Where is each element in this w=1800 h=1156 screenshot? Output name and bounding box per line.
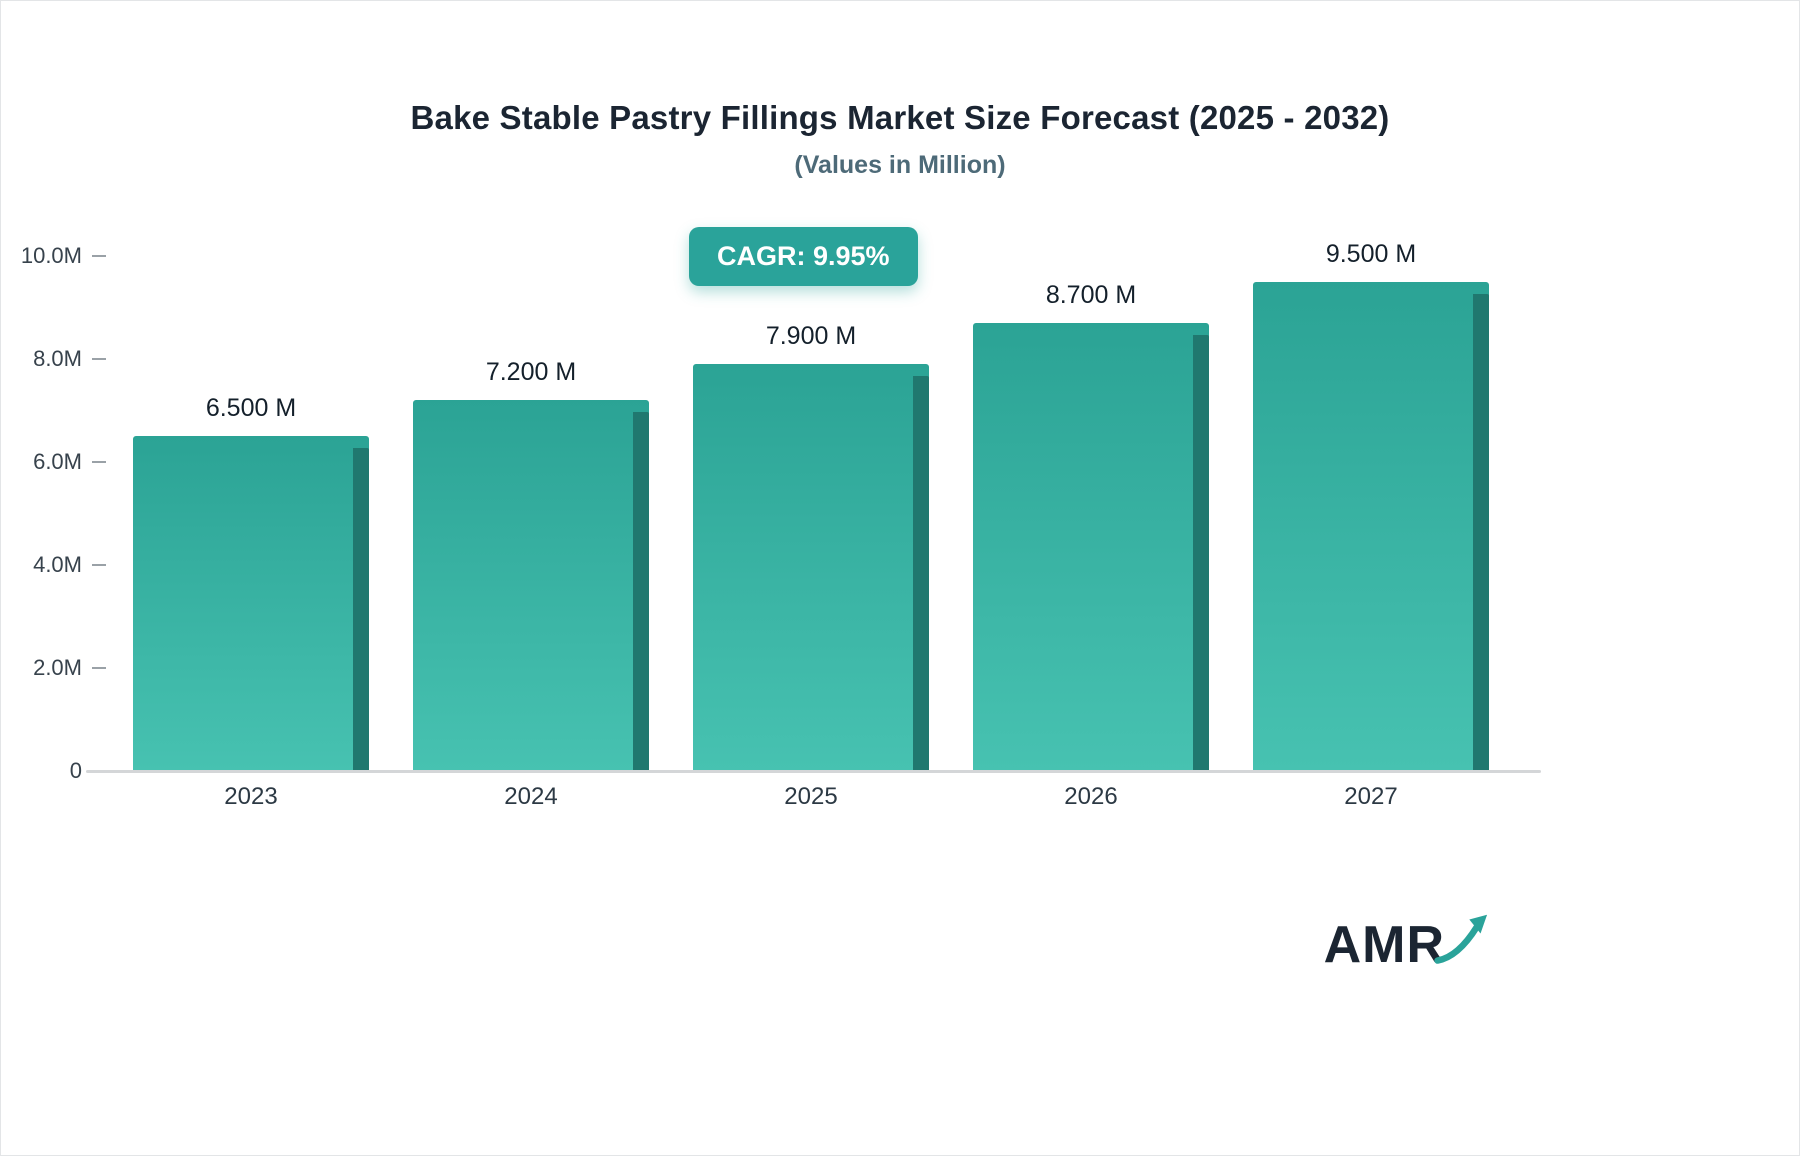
x-axis-label: 2025 <box>784 783 838 810</box>
y-axis-tick-label: 10.0M <box>20 243 82 268</box>
bar-slot: 7.900 M <box>671 256 951 771</box>
x-axis-label: 2026 <box>1064 783 1118 810</box>
x-axis-label: 2024 <box>504 783 558 810</box>
bar-slot: 6.500 M <box>111 256 391 771</box>
y-axis-tick: 6.0M <box>33 449 106 475</box>
brand-logo-text: AMR <box>1323 916 1445 974</box>
chart-subtitle: (Values in Million) <box>794 151 1006 179</box>
y-axis-tick-mark <box>92 461 106 463</box>
bar-slot: 7.200 M <box>391 256 671 771</box>
y-axis-tick-mark <box>92 358 106 360</box>
bar-2025: 7.900 M <box>693 322 929 771</box>
bar-2027: 9.500 M <box>1253 240 1489 772</box>
y-axis-tick: 4.0M <box>33 552 106 578</box>
bar-value-label: 6.500 M <box>205 394 297 423</box>
x-axis-labels: 2023 2024 2025 2026 2027 <box>111 783 1511 811</box>
y-axis-tick-label: 6.0M <box>33 449 82 474</box>
bar-slot: 9.500 M <box>1231 240 1511 772</box>
bar-value-label: 7.900 M <box>765 322 857 351</box>
x-axis-label: 2027 <box>1344 783 1398 810</box>
y-axis-tick: 2.0M <box>33 655 106 681</box>
y-axis-tick-label: 4.0M <box>33 552 82 577</box>
trend-up-arrow-icon <box>1431 912 1489 973</box>
bar-2023: 6.500 M <box>133 394 369 771</box>
chart-title: Bake Stable Pastry Fillings Market Size … <box>410 99 1390 136</box>
brand-logo: AMR <box>1323 912 1489 975</box>
y-axis-tick-label: 0 <box>69 758 82 783</box>
bars-row: 6.500 M 7.200 M 7.900 M 8.700 M 9.500 M <box>111 240 1511 772</box>
cagr-badge: CAGR: 9.95% <box>689 227 918 286</box>
bar-slot: 8.700 M <box>951 256 1231 772</box>
y-axis-tick: 8.0M <box>33 346 106 372</box>
y-axis-tick: 10.0M <box>21 243 106 269</box>
y-axis-tick-label: 2.0M <box>33 655 82 680</box>
bar-value-label: 8.700 M <box>1045 280 1137 309</box>
y-axis: 0 2.0M 4.0M 6.0M 8.0M 10.0M <box>11 243 106 783</box>
y-axis-tick-mark <box>92 667 106 669</box>
bar-2026: 8.700 M <box>973 281 1209 772</box>
x-axis-label: 2023 <box>224 783 278 810</box>
y-axis-tick-mark <box>92 255 106 257</box>
plot-area: 6.500 M 7.200 M 7.900 M 8.700 M 9.500 M <box>86 240 1541 773</box>
x-axis-line <box>86 770 1541 773</box>
bar-2024: 7.200 M <box>413 358 649 771</box>
y-axis-tick-label: 8.0M <box>33 346 82 371</box>
bar-value-label: 7.200 M <box>485 358 577 387</box>
y-axis-tick-mark <box>92 564 106 566</box>
bar-value-label: 9.500 M <box>1325 239 1417 268</box>
